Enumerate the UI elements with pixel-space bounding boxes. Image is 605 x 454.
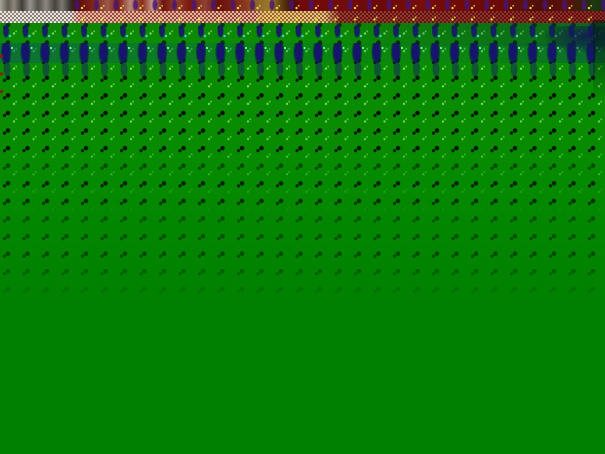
right-edge-smudge [593,20,605,100]
red-band-grid-dots [72,0,605,23]
navy-dash-row [0,61,605,80]
teal-band [0,43,605,63]
left-edge-red-specks [0,55,3,100]
speck-zone [0,22,605,46]
